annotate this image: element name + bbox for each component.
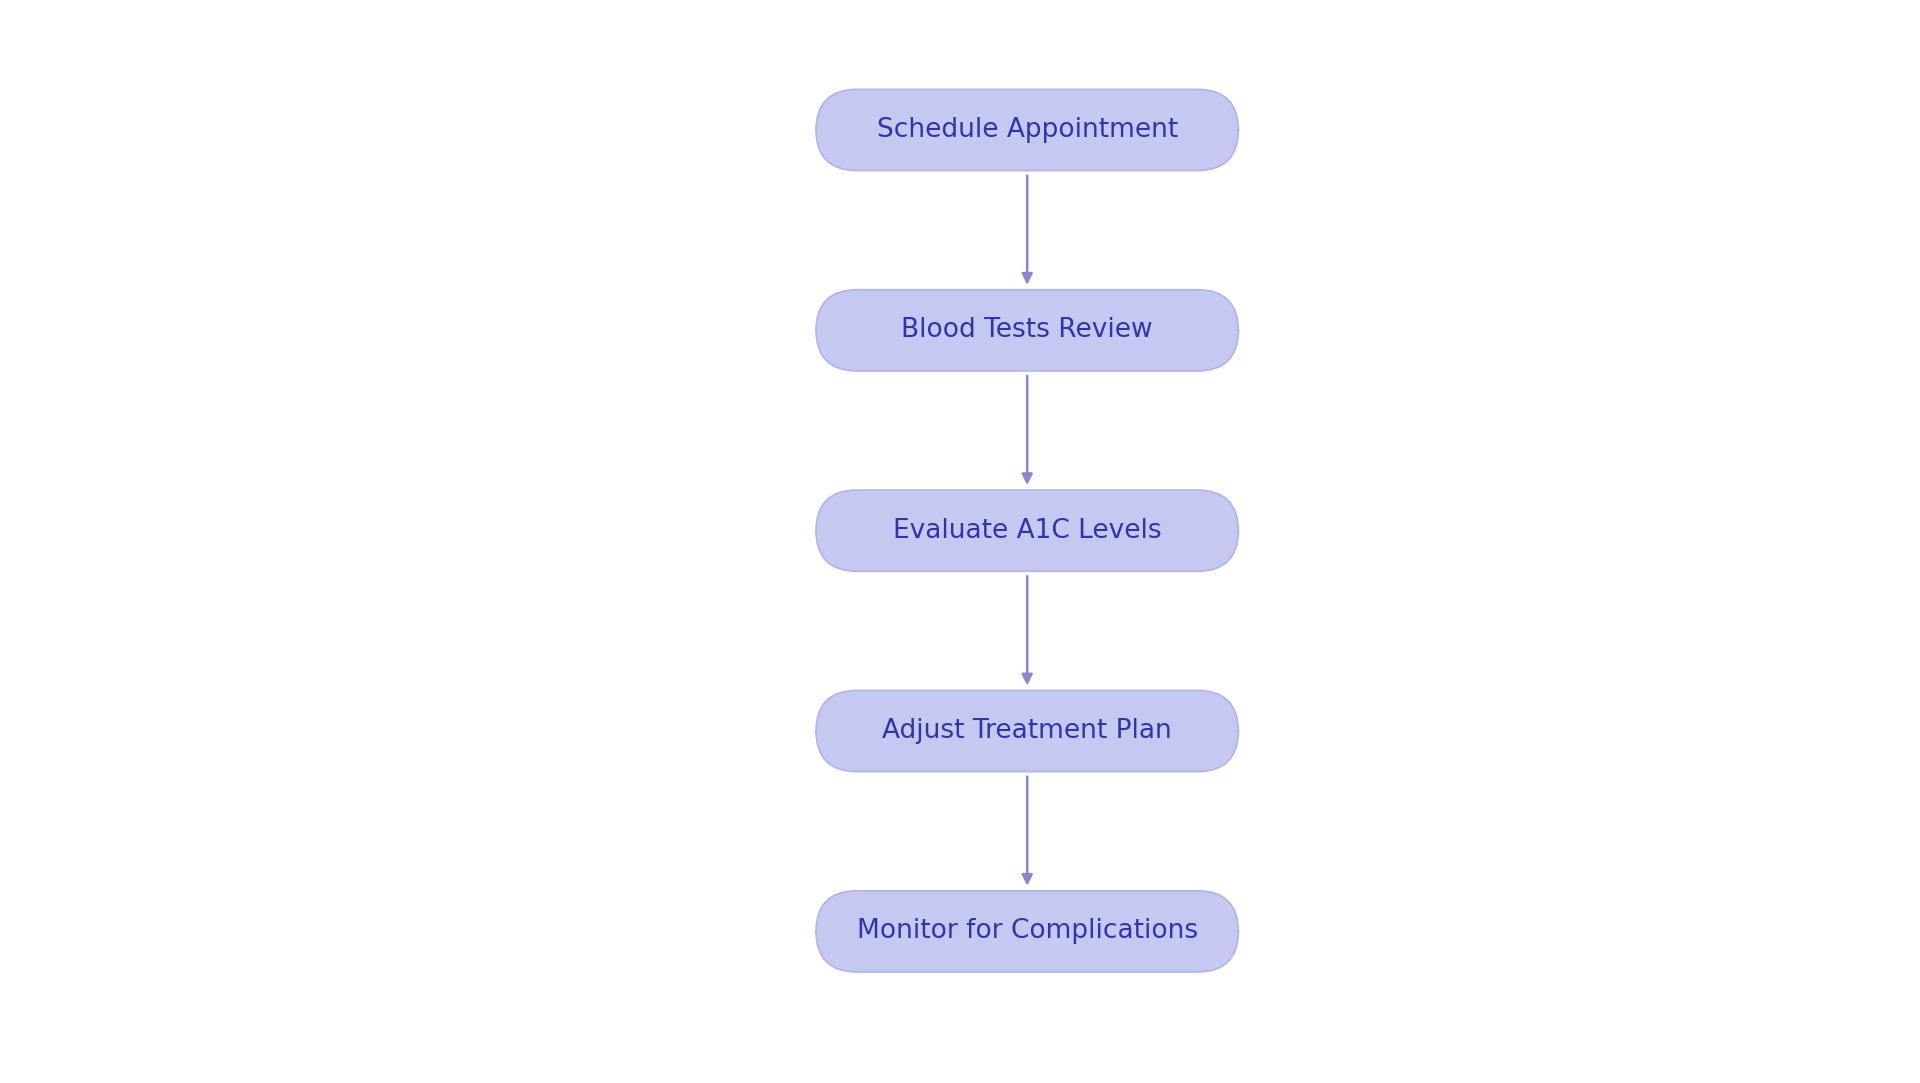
Text: Blood Tests Review: Blood Tests Review [900, 317, 1154, 343]
Text: Schedule Appointment: Schedule Appointment [877, 117, 1177, 143]
FancyBboxPatch shape [816, 90, 1238, 171]
Text: Evaluate A1C Levels: Evaluate A1C Levels [893, 518, 1162, 544]
FancyBboxPatch shape [816, 491, 1238, 572]
FancyBboxPatch shape [816, 891, 1238, 973]
FancyBboxPatch shape [816, 691, 1238, 771]
Text: Monitor for Complications: Monitor for Complications [856, 918, 1198, 944]
FancyBboxPatch shape [816, 290, 1238, 371]
Text: Adjust Treatment Plan: Adjust Treatment Plan [883, 718, 1171, 744]
